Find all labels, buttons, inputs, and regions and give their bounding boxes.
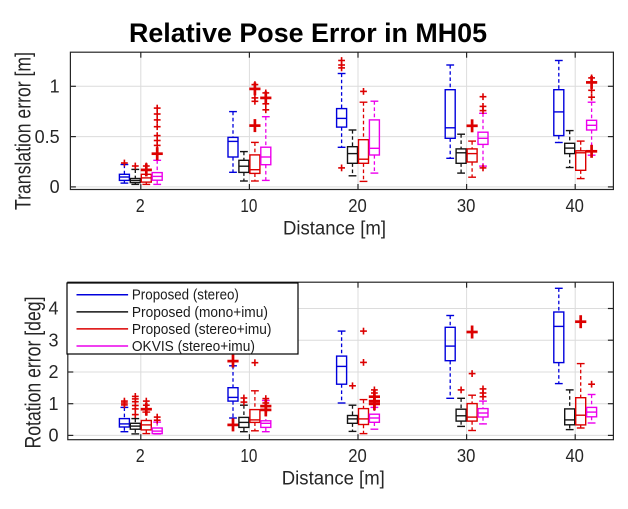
svg-text:2: 2 bbox=[48, 362, 58, 382]
svg-text:1: 1 bbox=[48, 394, 58, 414]
svg-text:Translation error [m]: Translation error [m] bbox=[11, 52, 36, 210]
svg-text:2: 2 bbox=[136, 196, 145, 216]
svg-text:0.5: 0.5 bbox=[35, 127, 60, 147]
svg-text:2: 2 bbox=[136, 446, 145, 466]
svg-text:30: 30 bbox=[457, 196, 476, 216]
svg-text:40: 40 bbox=[565, 196, 584, 216]
svg-text:40: 40 bbox=[565, 446, 584, 466]
svg-text:0: 0 bbox=[48, 426, 58, 446]
svg-text:Relative Pose Error in MH05: Relative Pose Error in MH05 bbox=[129, 18, 487, 48]
svg-text:1: 1 bbox=[50, 77, 60, 97]
svg-text:Rotation error [deg]: Rotation error [deg] bbox=[21, 297, 46, 449]
svg-text:Proposed (stereo+imu): Proposed (stereo+imu) bbox=[132, 321, 272, 338]
svg-text:20: 20 bbox=[348, 446, 367, 466]
svg-text:OKVIS (stereo+imu): OKVIS (stereo+imu) bbox=[132, 338, 255, 355]
svg-text:Proposed (stereo): Proposed (stereo) bbox=[132, 287, 239, 304]
svg-text:20: 20 bbox=[348, 196, 367, 216]
svg-text:0: 0 bbox=[50, 177, 60, 197]
svg-text:30: 30 bbox=[457, 446, 476, 466]
svg-text:4: 4 bbox=[48, 299, 58, 319]
svg-text:10: 10 bbox=[240, 446, 257, 466]
svg-text:Proposed (mono+imu): Proposed (mono+imu) bbox=[132, 304, 268, 321]
svg-text:Distance [m]: Distance [m] bbox=[283, 218, 386, 239]
svg-text:Distance [m]: Distance [m] bbox=[282, 468, 385, 489]
svg-text:3: 3 bbox=[48, 330, 58, 350]
svg-text:10: 10 bbox=[240, 196, 257, 216]
